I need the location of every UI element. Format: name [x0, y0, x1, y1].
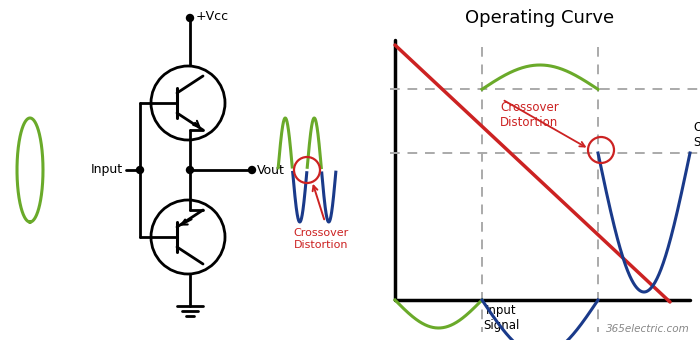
Text: Crossover
Distortion: Crossover Distortion — [500, 101, 559, 129]
Text: Vout: Vout — [257, 164, 285, 176]
Text: Input: Input — [91, 164, 123, 176]
Text: Crossover
Distortion: Crossover Distortion — [293, 228, 349, 250]
Text: Input
Signal: Input Signal — [483, 304, 519, 332]
Circle shape — [248, 167, 256, 173]
Circle shape — [186, 167, 193, 173]
Circle shape — [136, 167, 144, 173]
Text: Output
Signal: Output Signal — [693, 121, 700, 149]
Circle shape — [186, 15, 193, 21]
Text: 365electric.com: 365electric.com — [606, 324, 690, 334]
Text: +Vcc: +Vcc — [196, 11, 229, 23]
Text: Operating Curve: Operating Curve — [466, 9, 615, 27]
